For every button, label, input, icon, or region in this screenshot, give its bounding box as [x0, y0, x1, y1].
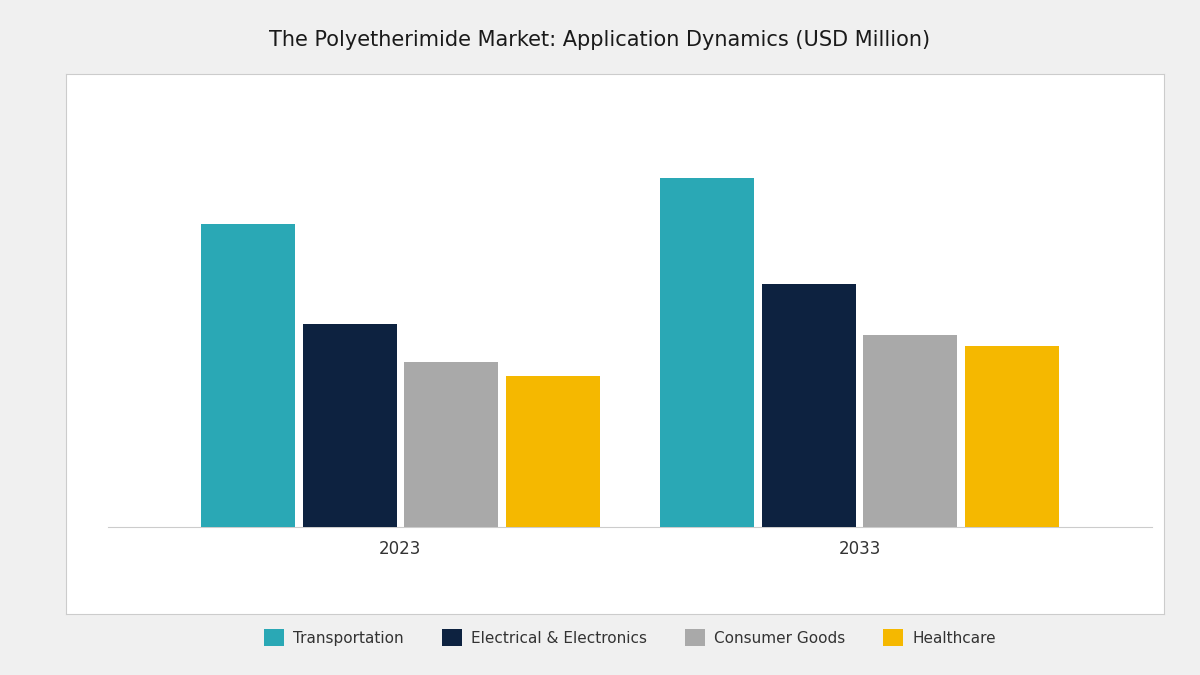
Bar — [762, 284, 856, 526]
Bar — [302, 324, 396, 526]
Bar — [505, 377, 600, 526]
Bar — [660, 178, 755, 526]
Legend: Transportation, Electrical & Electronics, Consumer Goods, Healthcare: Transportation, Electrical & Electronics… — [258, 623, 1002, 652]
Bar — [864, 335, 958, 526]
Bar — [965, 346, 1058, 526]
Bar — [202, 224, 295, 526]
Bar — [404, 362, 498, 526]
Text: The Polyetherimide Market: Application Dynamics (USD Million): The Polyetherimide Market: Application D… — [270, 30, 930, 51]
